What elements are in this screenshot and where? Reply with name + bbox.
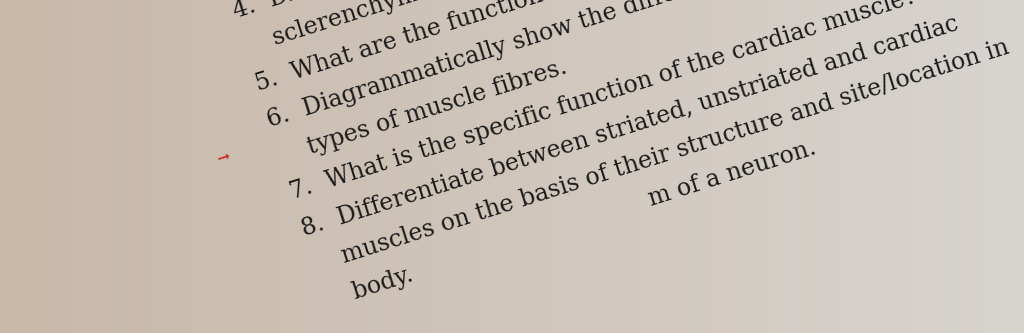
Text: m of a neuron.: m of a neuron. <box>646 136 819 211</box>
Text: types of muscle fibres.: types of muscle fibres. <box>275 56 569 168</box>
Text: 7.  What is the specific function of the cardiac muscle?: 7. What is the specific function of the … <box>287 0 920 204</box>
Text: muscles on the basis of their structure and site/location in: muscles on the basis of their structure … <box>310 36 1012 277</box>
Text: 8.  Differentiate between striated, unstriated and cardiac: 8. Differentiate between striated, unstr… <box>299 12 962 240</box>
Text: body.: body. <box>322 263 417 313</box>
Text: sclerenchyma on the basis of their cell wall.: sclerenchyma on the basis of their cell … <box>242 0 779 59</box>
Text: →: → <box>216 151 232 168</box>
Text: 4.  Differentiate between parenchyma,: 4. Differentiate between parenchyma, <box>230 0 679 23</box>
Text: 6.  Diagrammatically show the difference between the three: 6. Diagrammatically show the difference … <box>264 0 961 132</box>
Text: 5.  What are the functions of the stomata?: 5. What are the functions of the stomata… <box>253 0 741 96</box>
